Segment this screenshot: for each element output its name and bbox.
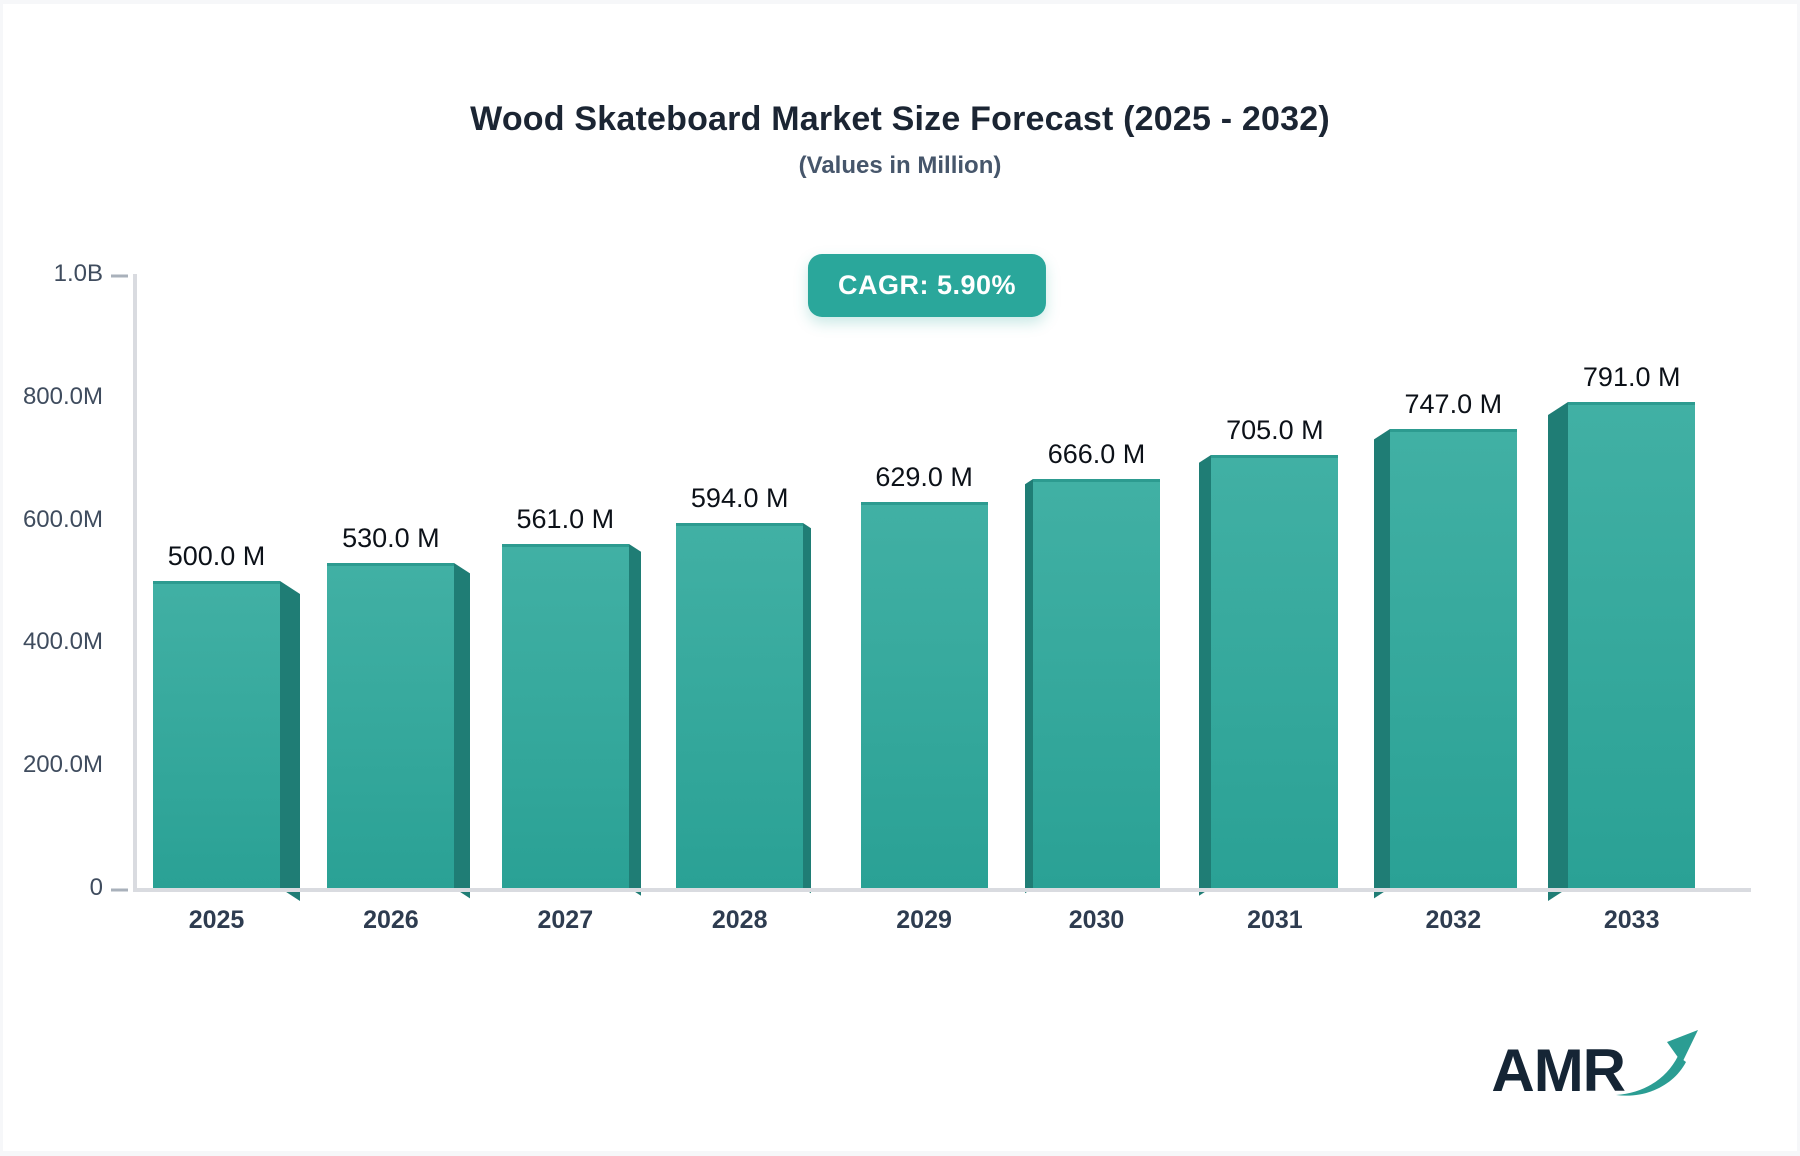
y-axis-tick-mark [111, 274, 128, 278]
y-axis-tick-mark [111, 888, 128, 892]
chart-subtitle: (Values in Million) [798, 152, 1002, 179]
bar-value-label-2032: 747.0 M [1404, 389, 1503, 420]
y-axis-line [133, 274, 137, 892]
bar-2025-side-face [280, 581, 300, 901]
bar-2033-side-face [1548, 402, 1569, 901]
bar-2033[interactable] [1568, 402, 1696, 888]
chart-title: Wood Skateboard Market Size Forecast (20… [470, 100, 1330, 138]
x-axis-label-2026: 2026 [363, 906, 419, 934]
x-axis-label-2028: 2028 [711, 906, 768, 934]
bar-value-label-2026: 530.0 M [342, 522, 440, 553]
x-axis-label-2025: 2025 [188, 906, 245, 934]
x-axis-label-2033: 2033 [1603, 906, 1660, 934]
x-axis-label-2027: 2027 [537, 906, 594, 934]
x-axis-label-2030: 2030 [1068, 906, 1125, 934]
bar-value-label-2025: 500.0 M [167, 541, 266, 571]
bar-value-label-2027: 561.0 M [516, 503, 615, 534]
bar-value-label-2030: 666.0 M [1047, 439, 1146, 470]
x-axis-baseline [133, 888, 1751, 892]
bar-2026[interactable] [327, 562, 455, 888]
bar-2030-side-face [1025, 479, 1033, 894]
y-axis-label-200.0M: 200.0M [22, 751, 103, 779]
cagr-badge: CAGR: 5.90% [807, 254, 1047, 317]
y-axis-label-600.0M: 600.0M [22, 505, 103, 533]
bar-2032[interactable] [1389, 429, 1517, 888]
bar-2028-side-face [803, 523, 812, 894]
amr-logo: AMR [1491, 1023, 1701, 1101]
bar-value-label-2028: 594.0 M [690, 483, 789, 514]
bar-2031[interactable] [1211, 455, 1339, 888]
y-axis-label-0: 0 [89, 874, 103, 901]
bar-2027[interactable] [501, 543, 629, 888]
amr-logo-text: AMR [1491, 1037, 1626, 1104]
y-axis-label-400.0M: 400.0M [22, 628, 103, 656]
x-axis-label-2032: 2032 [1425, 906, 1482, 934]
bar-chart-plot-area: 1.0B 800.0M 600.0M 400.0M 200.0M 0 500.0 M 2025… [3, 4, 1797, 1151]
growth-arrow-icon [1616, 1030, 1698, 1096]
bar-2032-side-face [1373, 429, 1390, 899]
bar-2030[interactable] [1033, 479, 1160, 888]
y-axis-label-800.0M: 800.0M [22, 382, 103, 410]
x-axis-label-2029: 2029 [896, 906, 952, 934]
chart-card: Wood Skateboard Market Size Forecast (20… [3, 4, 1797, 1151]
bar-2028[interactable] [676, 523, 804, 888]
bar-2027-side-face [628, 543, 641, 896]
bar-value-label-2029: 629.0 M [875, 461, 973, 492]
bar-value-label-2033: 791.0 M [1582, 362, 1681, 393]
y-axis-label-1.0B: 1.0B [53, 260, 103, 287]
bar-2031-side-face [1199, 455, 1212, 896]
bar-value-label-2031: 705.0 M [1226, 415, 1324, 446]
bar-2026-side-face [454, 562, 471, 899]
bar-2029[interactable] [860, 501, 988, 888]
x-axis-label-2031: 2031 [1247, 906, 1303, 934]
bar-2025[interactable] [153, 581, 280, 888]
